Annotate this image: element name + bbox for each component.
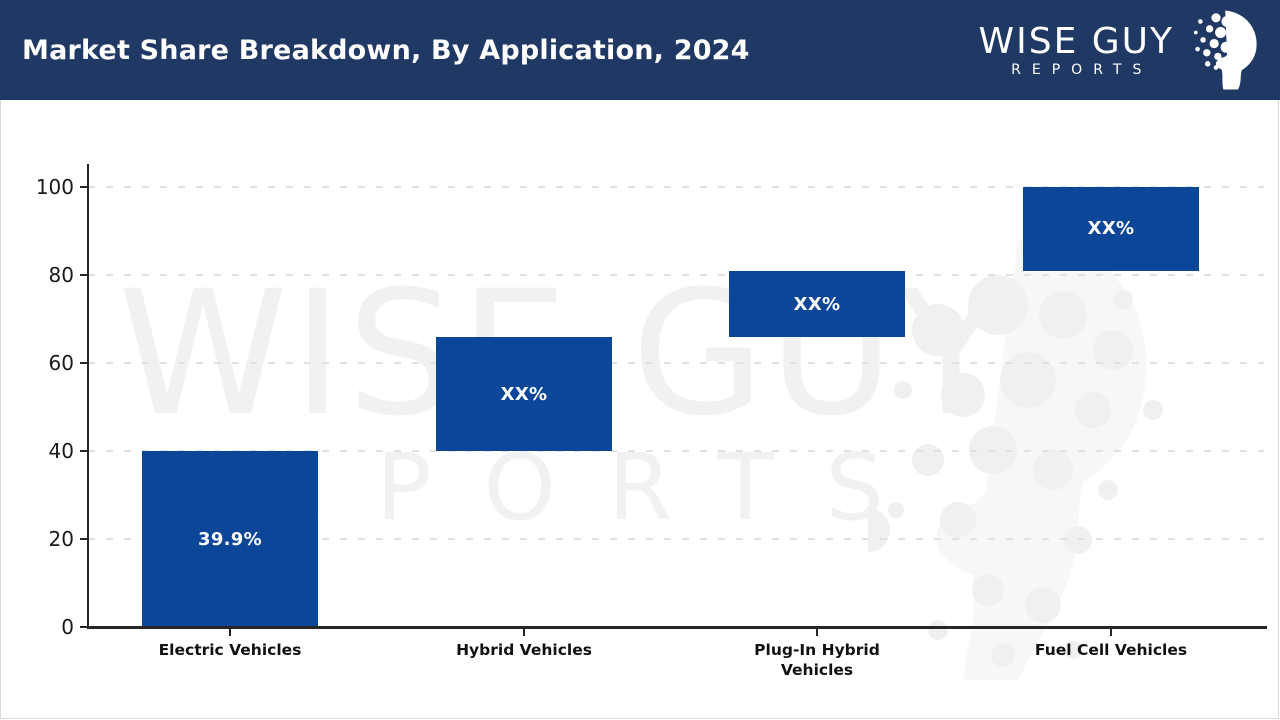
y-axis-tick <box>80 186 88 188</box>
y-axis-tick-label: 60 <box>48 351 74 375</box>
x-category-label: Plug-In Hybrid Vehicles <box>754 641 880 680</box>
bar: XX% <box>729 270 905 338</box>
logo-subname: REPORTS <box>1011 61 1153 78</box>
logo-text: WISE GUY REPORTS <box>978 20 1175 78</box>
y-axis-tick <box>80 362 88 364</box>
y-axis-tick <box>80 538 88 540</box>
header-banner: Market Share Breakdown, By Application, … <box>0 0 1280 100</box>
bar-value-label: XX% <box>1087 218 1135 240</box>
x-axis-line <box>87 626 1267 629</box>
gridline <box>88 274 1264 276</box>
y-axis-tick-label: 40 <box>48 439 74 463</box>
wise-guy-reports-logo: WISE GUY REPORTS <box>979 7 1280 93</box>
bar: 39.9% <box>142 451 318 627</box>
page-title: Market Share Breakdown, By Application, … <box>22 34 750 66</box>
x-category-label: Electric Vehicles <box>158 641 302 659</box>
x-axis-tick <box>229 629 231 636</box>
chart-canvas: WISE GUY REPORTS 0 20 40 60 80 100 39.9% Electr… <box>0 100 1280 720</box>
bar-value-label: XX% <box>500 383 548 405</box>
gridline <box>88 450 1264 452</box>
bar-value-label: 39.9% <box>198 528 262 550</box>
x-axis-tick <box>1110 629 1112 636</box>
x-axis-tick <box>523 629 525 636</box>
gridline <box>88 538 1264 540</box>
y-axis-tick <box>80 274 88 276</box>
y-axis-tick-label: 0 <box>61 615 74 639</box>
gridline <box>88 186 1264 188</box>
watermark-head-icon <box>868 240 1163 680</box>
head-silhouette-icon <box>1193 10 1257 90</box>
logo-name: WISE GUY <box>978 20 1174 62</box>
y-axis-tick-label: 20 <box>48 527 74 551</box>
bar: XX% <box>436 337 612 452</box>
bar-value-label: XX% <box>793 293 841 315</box>
x-category-label: Hybrid Vehicles <box>456 641 592 659</box>
gridline <box>88 362 1264 364</box>
x-axis-tick <box>816 629 818 636</box>
bar: XX% <box>1023 187 1199 271</box>
y-axis-tick <box>80 626 88 628</box>
y-axis-spine <box>87 164 89 629</box>
x-category-label: Fuel Cell Vehicles <box>1034 641 1188 659</box>
y-axis-tick <box>80 450 88 452</box>
y-axis-tick-label: 80 <box>48 263 74 287</box>
y-axis-tick-label: 100 <box>35 175 74 199</box>
